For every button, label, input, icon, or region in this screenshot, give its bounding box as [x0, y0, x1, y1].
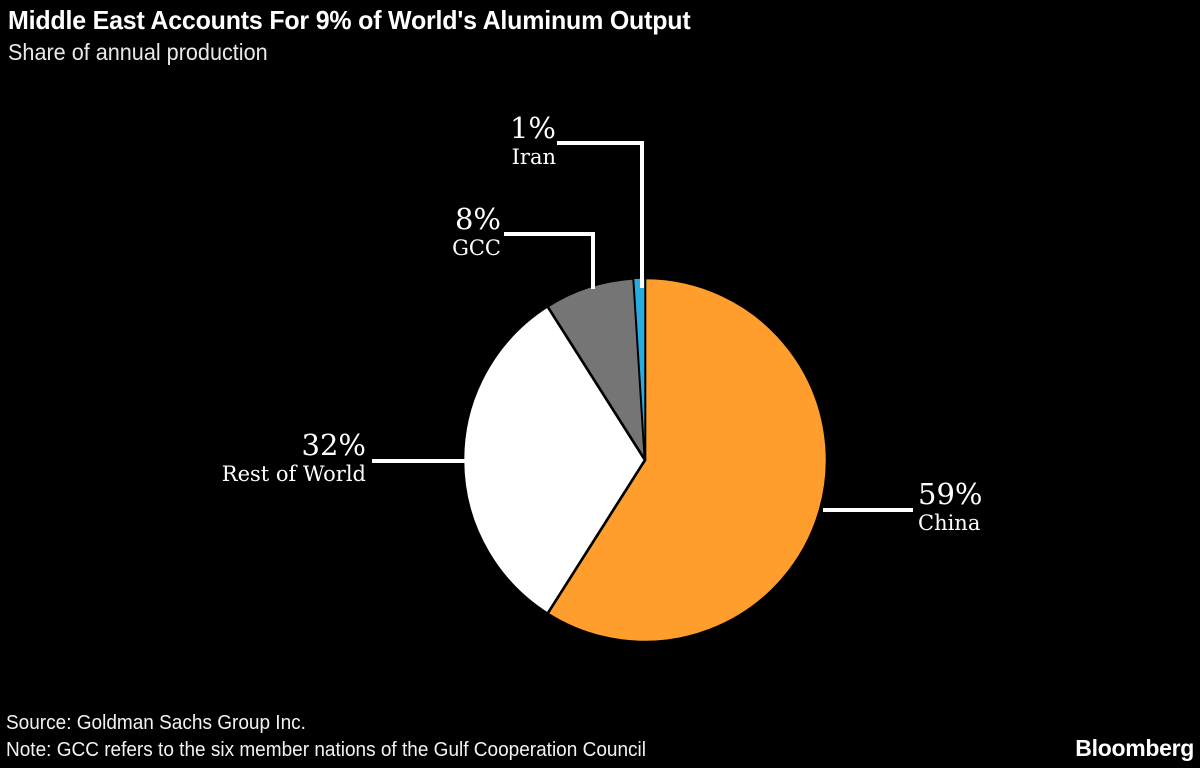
- source-note: Source: Goldman Sachs Group Inc.: [6, 712, 306, 734]
- callout-rest-of-world: 32% Rest of World: [150, 429, 366, 487]
- callout-gcc-label: GCC: [452, 236, 501, 260]
- callout-rest-of-world-label: Rest of World: [221, 462, 366, 486]
- callout-iran-label: Iran: [511, 145, 556, 169]
- pie-slice-china[interactable]: [546, 276, 829, 644]
- leader-line-iran: [557, 141, 644, 288]
- chart-subtitle: Share of annual production: [8, 39, 268, 65]
- chart-footer: Source: Goldman Sachs Group Inc. Note: G…: [6, 710, 1194, 764]
- callout-rest-of-world-percent: 32%: [301, 428, 366, 462]
- methodology-note: Note: GCC refers to the six member natio…: [6, 739, 646, 761]
- page-title: Middle East Accounts For 9% of World's A…: [8, 5, 691, 35]
- pie-slices: [461, 276, 829, 644]
- callout-china: 59% China: [918, 478, 1118, 536]
- pie-slice-gcc[interactable]: [546, 277, 647, 462]
- chart-header: Middle East Accounts For 9% of World's A…: [8, 4, 1192, 67]
- callout-iran: 1% Iran: [390, 112, 556, 170]
- callout-china-label: China: [918, 511, 981, 535]
- pie-slice-iran[interactable]: [632, 277, 646, 461]
- callout-gcc: 8% GCC: [330, 203, 501, 261]
- leader-lines: [372, 141, 913, 512]
- leader-line-gcc: [504, 232, 595, 289]
- callout-gcc-percent: 8%: [454, 202, 501, 236]
- callout-iran-percent: 1%: [509, 111, 556, 145]
- callout-china-percent: 59%: [918, 477, 983, 511]
- bloomberg-logo: Bloomberg: [1075, 735, 1194, 761]
